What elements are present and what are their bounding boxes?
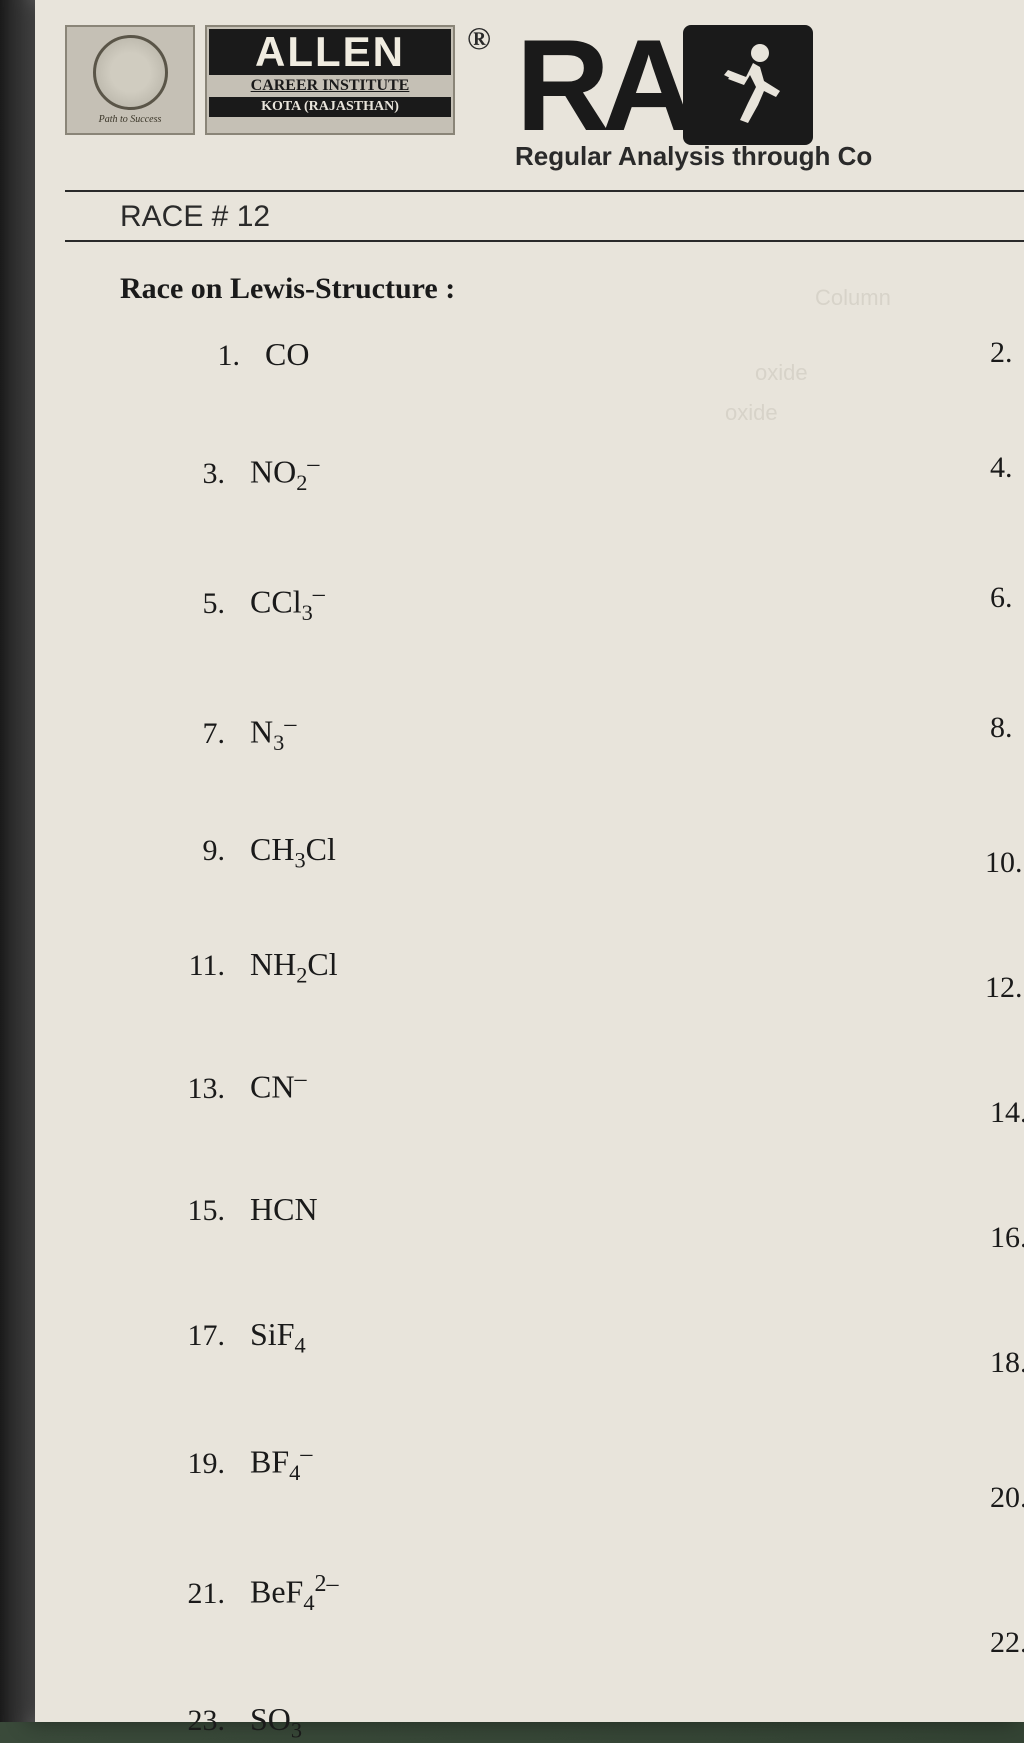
question-item: 13.CN– bbox=[175, 1066, 306, 1106]
worksheet-paper: Path to Success ALLEN CAREER INSTITUTE K… bbox=[35, 0, 1024, 1722]
item-formula: BeF42– bbox=[250, 1571, 339, 1616]
institute-subtitle-1: CAREER INSTITUTE bbox=[251, 77, 410, 95]
brand-letters: RA bbox=[516, 33, 688, 137]
right-item-number: 14. bbox=[990, 1096, 1024, 1130]
right-item-number: 4. bbox=[990, 451, 1013, 485]
right-item-number: 8. bbox=[990, 711, 1013, 745]
question-item: 17.SiF4 bbox=[175, 1316, 306, 1358]
question-item: 11.NH2Cl bbox=[175, 946, 338, 988]
item-number: 21. bbox=[175, 1577, 250, 1611]
item-formula: CO bbox=[265, 336, 309, 373]
question-item: 3.NO2– bbox=[175, 451, 319, 496]
logo-emblem-icon bbox=[93, 35, 168, 110]
section-title: Race on Lewis-Structure : bbox=[120, 272, 1024, 306]
item-number: 3. bbox=[175, 457, 250, 491]
question-item: 19.BF4– bbox=[175, 1441, 312, 1486]
registered-symbol: ® bbox=[467, 20, 491, 57]
question-item: 9.CH3Cl bbox=[175, 831, 336, 873]
item-formula: NH2Cl bbox=[250, 946, 338, 988]
right-item-number: 10. bbox=[985, 846, 1023, 880]
item-formula: CCl3– bbox=[250, 581, 325, 626]
product-tagline: Regular Analysis through Co bbox=[515, 141, 1024, 172]
right-item-number: 20. bbox=[990, 1481, 1024, 1515]
institute-subtitle-2: KOTA (RAJASTHAN) bbox=[209, 97, 451, 117]
item-number: 1. bbox=[190, 339, 265, 373]
right-item-number: 6. bbox=[990, 581, 1013, 615]
item-formula: CN– bbox=[250, 1066, 306, 1106]
logo-tagline: Path to Success bbox=[99, 114, 162, 125]
item-number: 11. bbox=[175, 949, 250, 983]
right-item-number: 18. bbox=[990, 1346, 1024, 1380]
divider-top bbox=[65, 190, 1024, 192]
institute-logo-box: Path to Success bbox=[65, 25, 195, 135]
item-formula: SO3 bbox=[250, 1701, 302, 1743]
item-number: 19. bbox=[175, 1447, 250, 1481]
item-formula: NO2– bbox=[250, 451, 319, 496]
question-item: 5.CCl3– bbox=[175, 581, 325, 626]
item-formula: BF4– bbox=[250, 1441, 312, 1486]
item-number: 17. bbox=[175, 1319, 250, 1353]
bleed-text: oxide bbox=[755, 360, 808, 386]
item-formula: N3– bbox=[250, 711, 296, 756]
item-number: 13. bbox=[175, 1072, 250, 1106]
question-item: 15.HCN bbox=[175, 1191, 318, 1228]
runner-icon bbox=[698, 35, 798, 135]
item-number: 15. bbox=[175, 1194, 250, 1228]
item-number: 23. bbox=[175, 1704, 250, 1738]
question-item: 23.SO3 bbox=[175, 1701, 302, 1743]
item-number: 5. bbox=[175, 587, 250, 621]
binding-edge bbox=[0, 0, 35, 1722]
bleed-text: oxide bbox=[725, 400, 778, 426]
item-number: 9. bbox=[175, 834, 250, 868]
runner-icon-box bbox=[683, 25, 813, 145]
right-item-number: 12. bbox=[985, 971, 1023, 1005]
right-item-number: 2. bbox=[990, 336, 1013, 370]
institute-name-box: ALLEN CAREER INSTITUTE KOTA (RAJASTHAN) bbox=[205, 25, 455, 135]
race-number: RACE # 12 bbox=[120, 200, 1024, 234]
item-number: 7. bbox=[175, 717, 250, 751]
right-item-number: 22. bbox=[990, 1626, 1024, 1660]
institute-name: ALLEN bbox=[209, 29, 451, 75]
item-formula: SiF4 bbox=[250, 1316, 306, 1358]
question-item: 1.CO bbox=[190, 336, 309, 373]
right-item-number: 16. bbox=[990, 1221, 1024, 1255]
question-item: 21.BeF42– bbox=[175, 1571, 339, 1616]
item-formula: CH3Cl bbox=[250, 831, 336, 873]
divider-bottom bbox=[65, 240, 1024, 242]
brand-box: RA bbox=[516, 25, 813, 145]
header-row: Path to Success ALLEN CAREER INSTITUTE K… bbox=[65, 25, 1024, 145]
item-formula: HCN bbox=[250, 1191, 318, 1228]
question-item: 7.N3– bbox=[175, 711, 296, 756]
